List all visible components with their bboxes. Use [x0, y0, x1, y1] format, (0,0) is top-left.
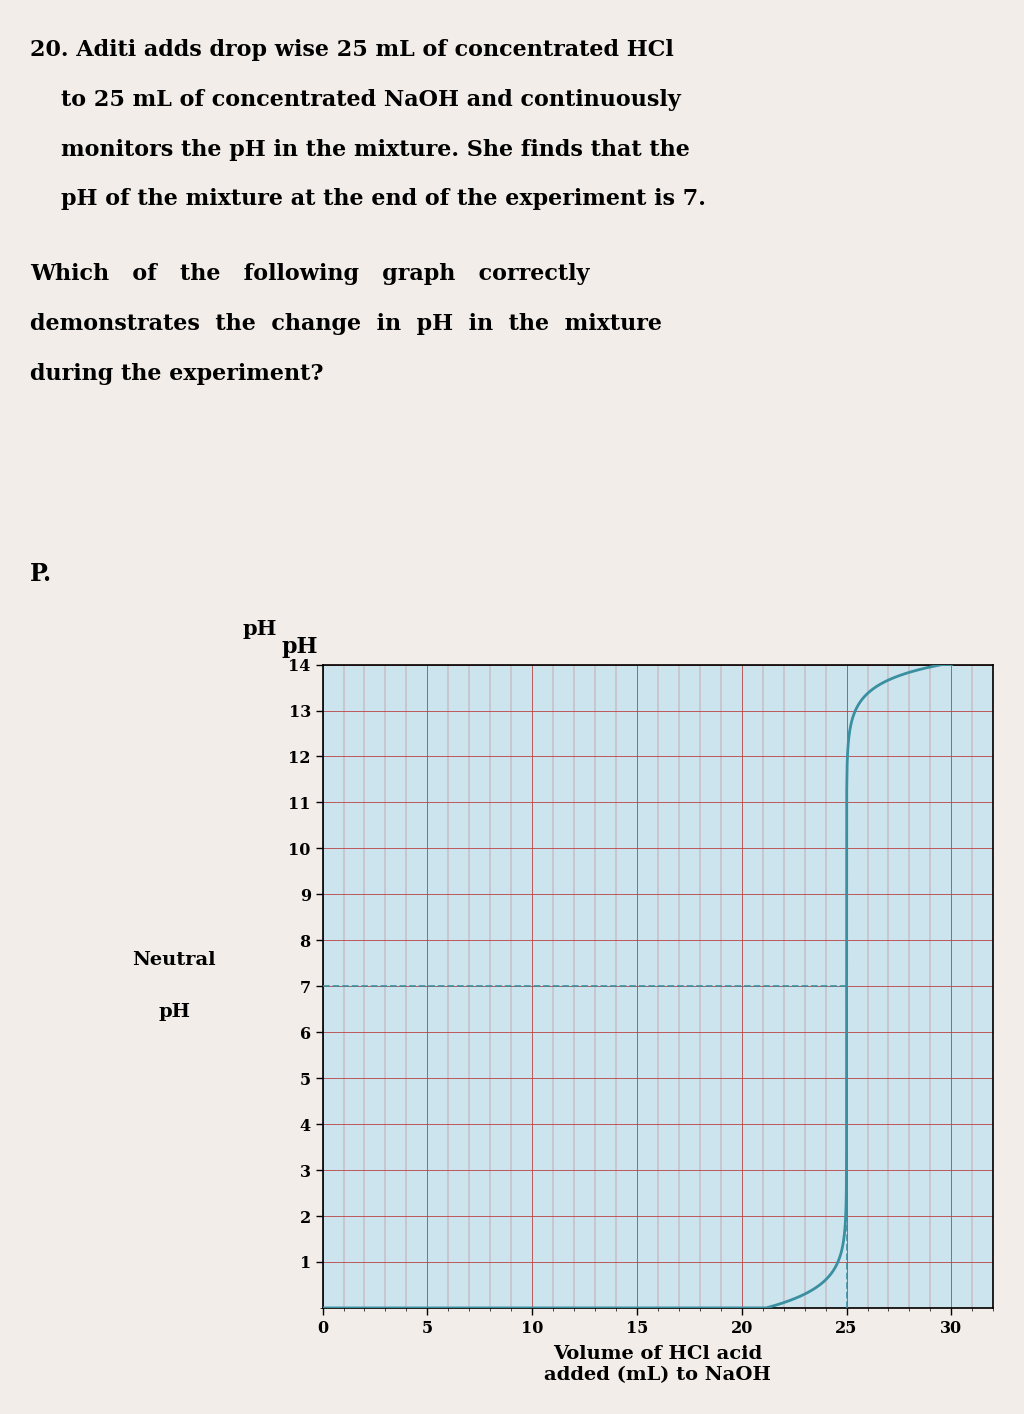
Text: monitors the pH in the mixture. She finds that the: monitors the pH in the mixture. She find…: [31, 139, 690, 161]
Text: pH: pH: [158, 1004, 190, 1021]
Text: during the experiment?: during the experiment?: [31, 362, 324, 385]
Text: P.: P.: [31, 561, 52, 585]
Text: 20. Aditi adds drop wise 25 mL of concentrated HCl: 20. Aditi adds drop wise 25 mL of concen…: [31, 40, 674, 61]
Text: Which   of   the   following   graph   correctly: Which of the following graph correctly: [31, 263, 590, 286]
Text: pH: pH: [282, 635, 318, 658]
Text: to 25 mL of concentrated NaOH and continuously: to 25 mL of concentrated NaOH and contin…: [31, 89, 681, 110]
Text: pH of the mixture at the end of the experiment is 7.: pH of the mixture at the end of the expe…: [31, 188, 707, 211]
Text: demonstrates  the  change  in  pH  in  the  mixture: demonstrates the change in pH in the mix…: [31, 312, 663, 335]
Text: Neutral: Neutral: [132, 952, 216, 970]
X-axis label: Volume of HCl acid
added (mL) to NaOH: Volume of HCl acid added (mL) to NaOH: [545, 1345, 771, 1384]
Text: pH: pH: [242, 619, 276, 639]
